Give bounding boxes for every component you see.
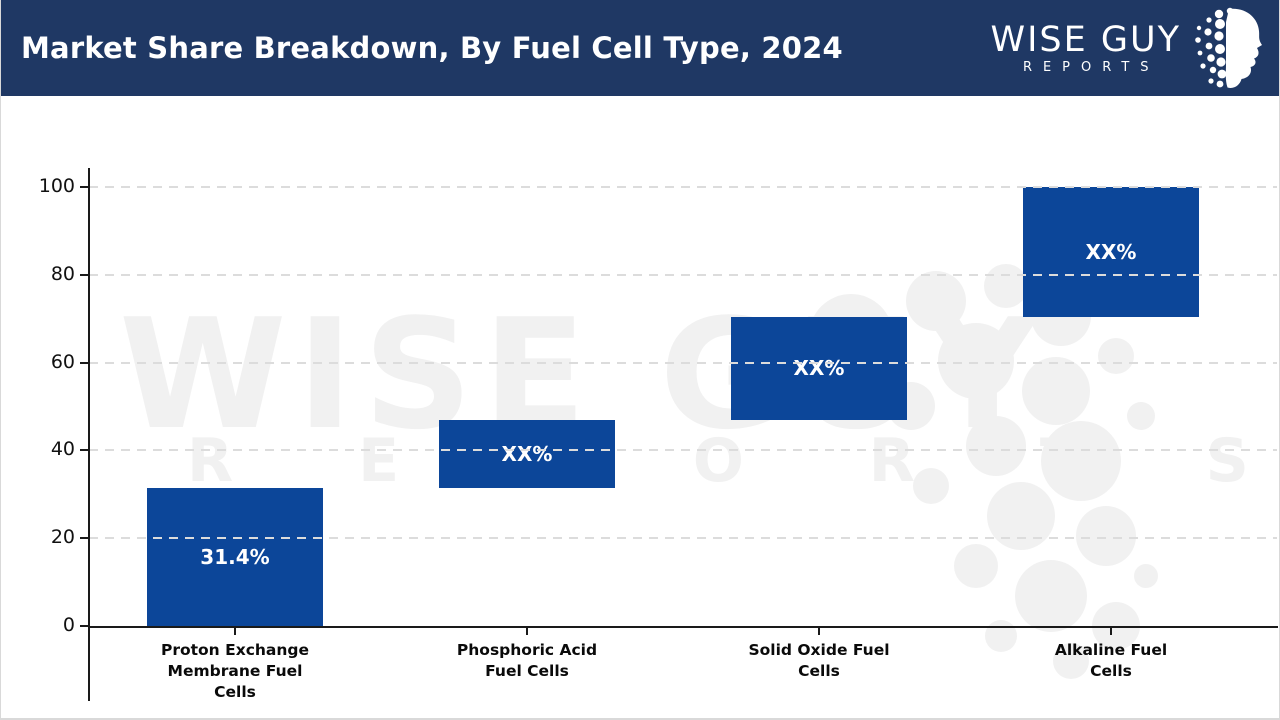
bar-value-label: XX%	[501, 441, 553, 466]
x-tick-mark	[818, 628, 820, 635]
logo-face-icon	[1195, 7, 1262, 88]
chart-title: Market Share Breakdown, By Fuel Cell Typ…	[21, 31, 843, 65]
x-category-label: Proton Exchange Membrane Fuel Cells	[160, 641, 310, 701]
wiseguy-logo: WISE GUY REPORTS	[990, 6, 1263, 90]
watermark-subtitle: R E P O R T S	[187, 426, 1280, 496]
logo-text: WISE GUY REPORTS	[990, 19, 1181, 75]
bar-value-label: XX%	[1085, 239, 1137, 264]
y-tick-mark	[80, 449, 88, 452]
logo-wordmark: WISE GUY	[990, 19, 1181, 60]
bar-value-label: 31.4%	[200, 545, 270, 570]
bar: XX%	[731, 316, 907, 420]
x-tick-mark	[234, 628, 236, 635]
x-axis-line	[88, 626, 1278, 628]
y-tick-label: 40	[50, 438, 75, 461]
y-tick-label: 20	[50, 526, 75, 549]
x-tick-mark	[1110, 628, 1112, 635]
y-tick-mark	[80, 537, 88, 540]
x-category-label: Phosphoric Acid Fuel Cells	[456, 641, 598, 680]
logo-subtitle: REPORTS	[1022, 59, 1160, 75]
gridline	[89, 449, 1277, 452]
y-tick-label: 80	[50, 262, 75, 285]
y-tick-mark	[80, 625, 88, 627]
gridline	[89, 361, 1277, 364]
header-bar: Market Share Breakdown, By Fuel Cell Typ…	[1, 0, 1279, 96]
y-tick-label: 60	[50, 350, 75, 373]
bar: 31.4%	[147, 488, 323, 626]
chart-area: WISE GUY R E P O R T S 0 20	[1, 96, 1280, 718]
x-tick-mark	[526, 628, 528, 635]
x-category-label: Alkaline Fuel Cells	[1054, 641, 1168, 680]
y-tick-label: 0	[62, 614, 75, 636]
bar: XX%	[439, 419, 615, 489]
y-tick-mark	[80, 186, 88, 188]
y-axis-line	[88, 168, 90, 701]
y-tick-mark	[80, 361, 88, 364]
y-tick-mark	[80, 273, 88, 276]
x-category-label: Solid Oxide Fuel Cells	[748, 641, 890, 680]
gridline	[89, 537, 1277, 540]
gridline	[89, 273, 1277, 276]
gridline	[89, 186, 1277, 188]
bar: XX%	[1023, 187, 1199, 317]
y-tick-label: 100	[38, 175, 75, 197]
bar-value-label: XX%	[793, 356, 845, 381]
